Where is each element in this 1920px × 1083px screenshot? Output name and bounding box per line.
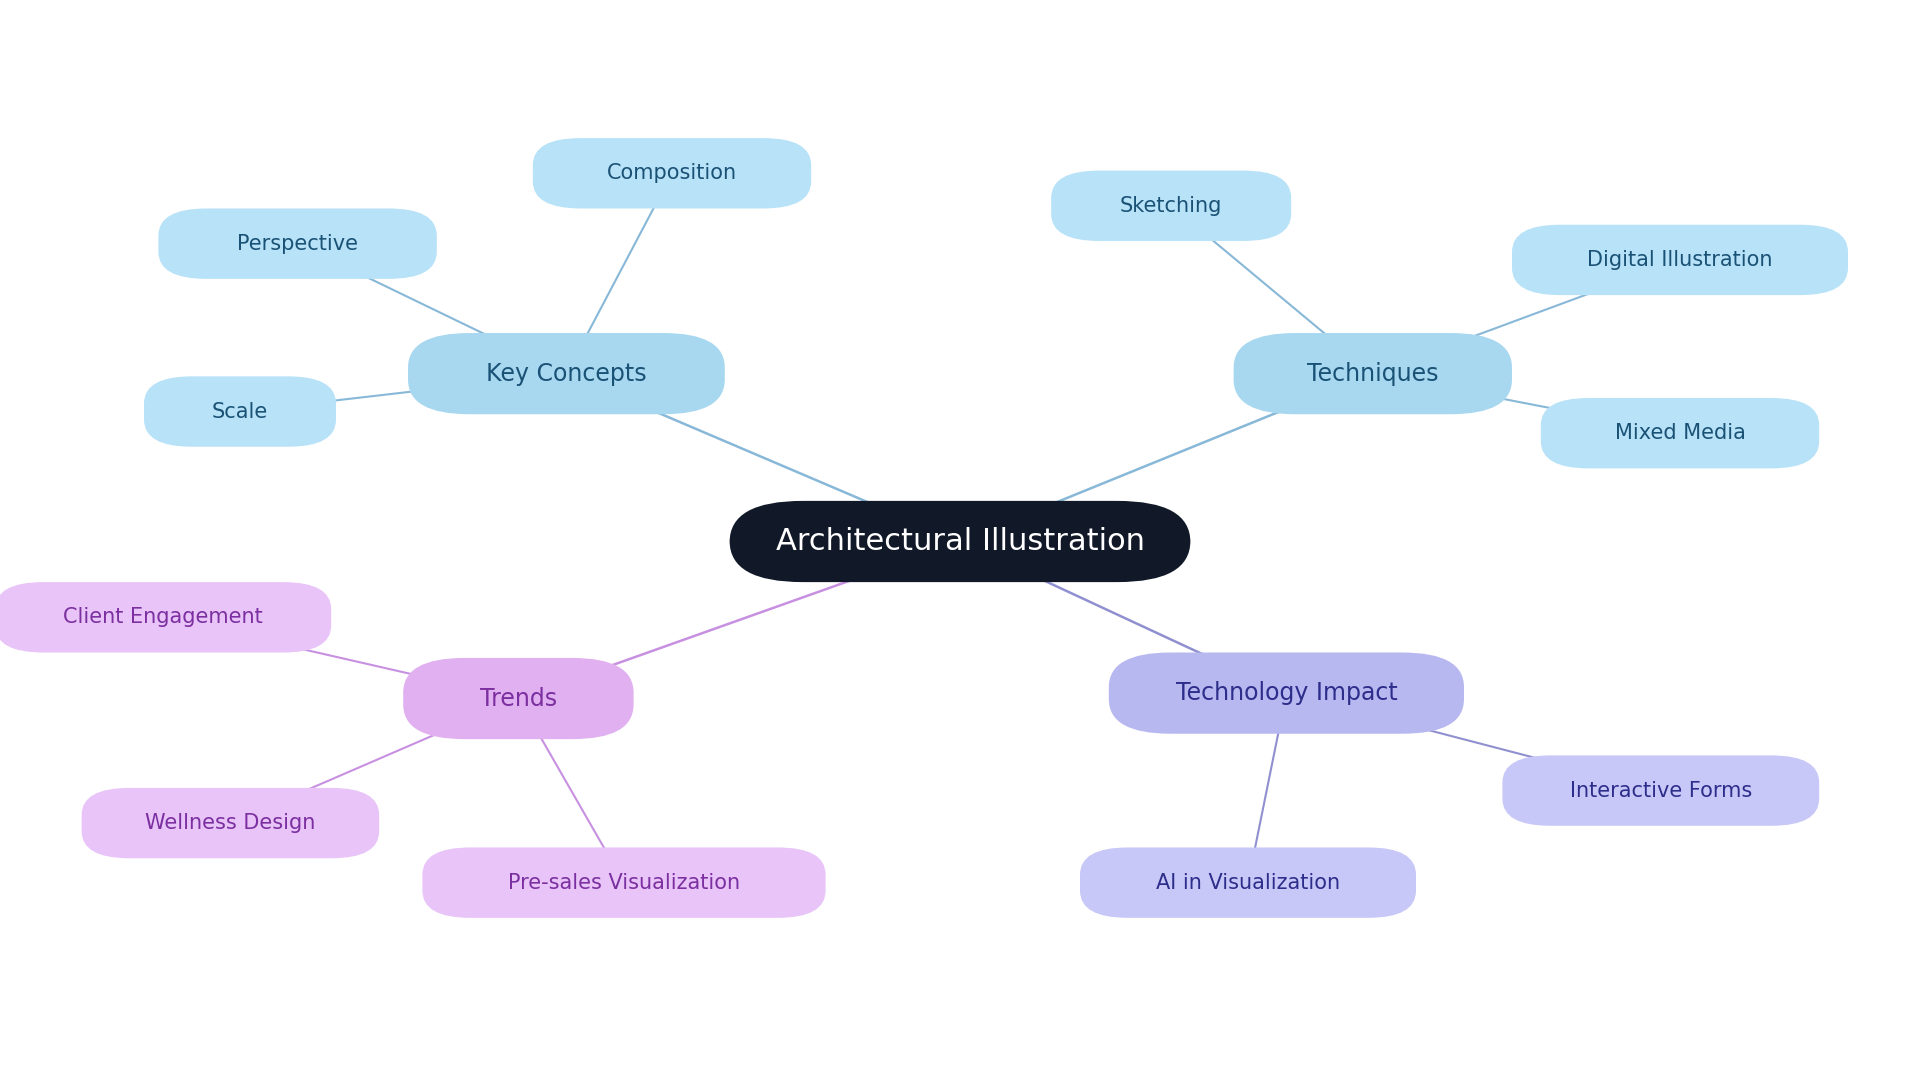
FancyBboxPatch shape xyxy=(1540,397,1820,469)
Text: Wellness Design: Wellness Design xyxy=(146,813,315,833)
Text: Key Concepts: Key Concepts xyxy=(486,362,647,386)
FancyBboxPatch shape xyxy=(144,376,336,446)
FancyBboxPatch shape xyxy=(1233,334,1513,414)
FancyBboxPatch shape xyxy=(81,788,380,858)
FancyBboxPatch shape xyxy=(1052,170,1290,240)
Text: Technology Impact: Technology Impact xyxy=(1175,681,1398,705)
Text: Mixed Media: Mixed Media xyxy=(1615,423,1745,443)
Text: Trends: Trends xyxy=(480,687,557,710)
FancyBboxPatch shape xyxy=(407,334,724,414)
FancyBboxPatch shape xyxy=(0,583,330,652)
FancyBboxPatch shape xyxy=(730,500,1190,583)
Text: Pre-sales Visualization: Pre-sales Visualization xyxy=(509,873,739,892)
Text: Scale: Scale xyxy=(211,402,269,421)
Text: Digital Illustration: Digital Illustration xyxy=(1588,250,1772,270)
Text: Composition: Composition xyxy=(607,164,737,183)
Text: Sketching: Sketching xyxy=(1119,196,1223,216)
FancyBboxPatch shape xyxy=(1079,847,1417,918)
Text: Architectural Illustration: Architectural Illustration xyxy=(776,527,1144,556)
Text: AI in Visualization: AI in Visualization xyxy=(1156,873,1340,892)
FancyBboxPatch shape xyxy=(422,847,826,918)
FancyBboxPatch shape xyxy=(403,657,634,739)
FancyBboxPatch shape xyxy=(532,139,810,208)
Text: Client Engagement: Client Engagement xyxy=(63,608,263,627)
FancyBboxPatch shape xyxy=(1513,225,1847,295)
Text: Perspective: Perspective xyxy=(236,234,359,253)
Text: Interactive Forms: Interactive Forms xyxy=(1571,781,1751,800)
FancyBboxPatch shape xyxy=(157,208,436,278)
FancyBboxPatch shape xyxy=(1110,652,1463,734)
FancyBboxPatch shape xyxy=(1501,756,1820,825)
Text: Techniques: Techniques xyxy=(1308,362,1438,386)
